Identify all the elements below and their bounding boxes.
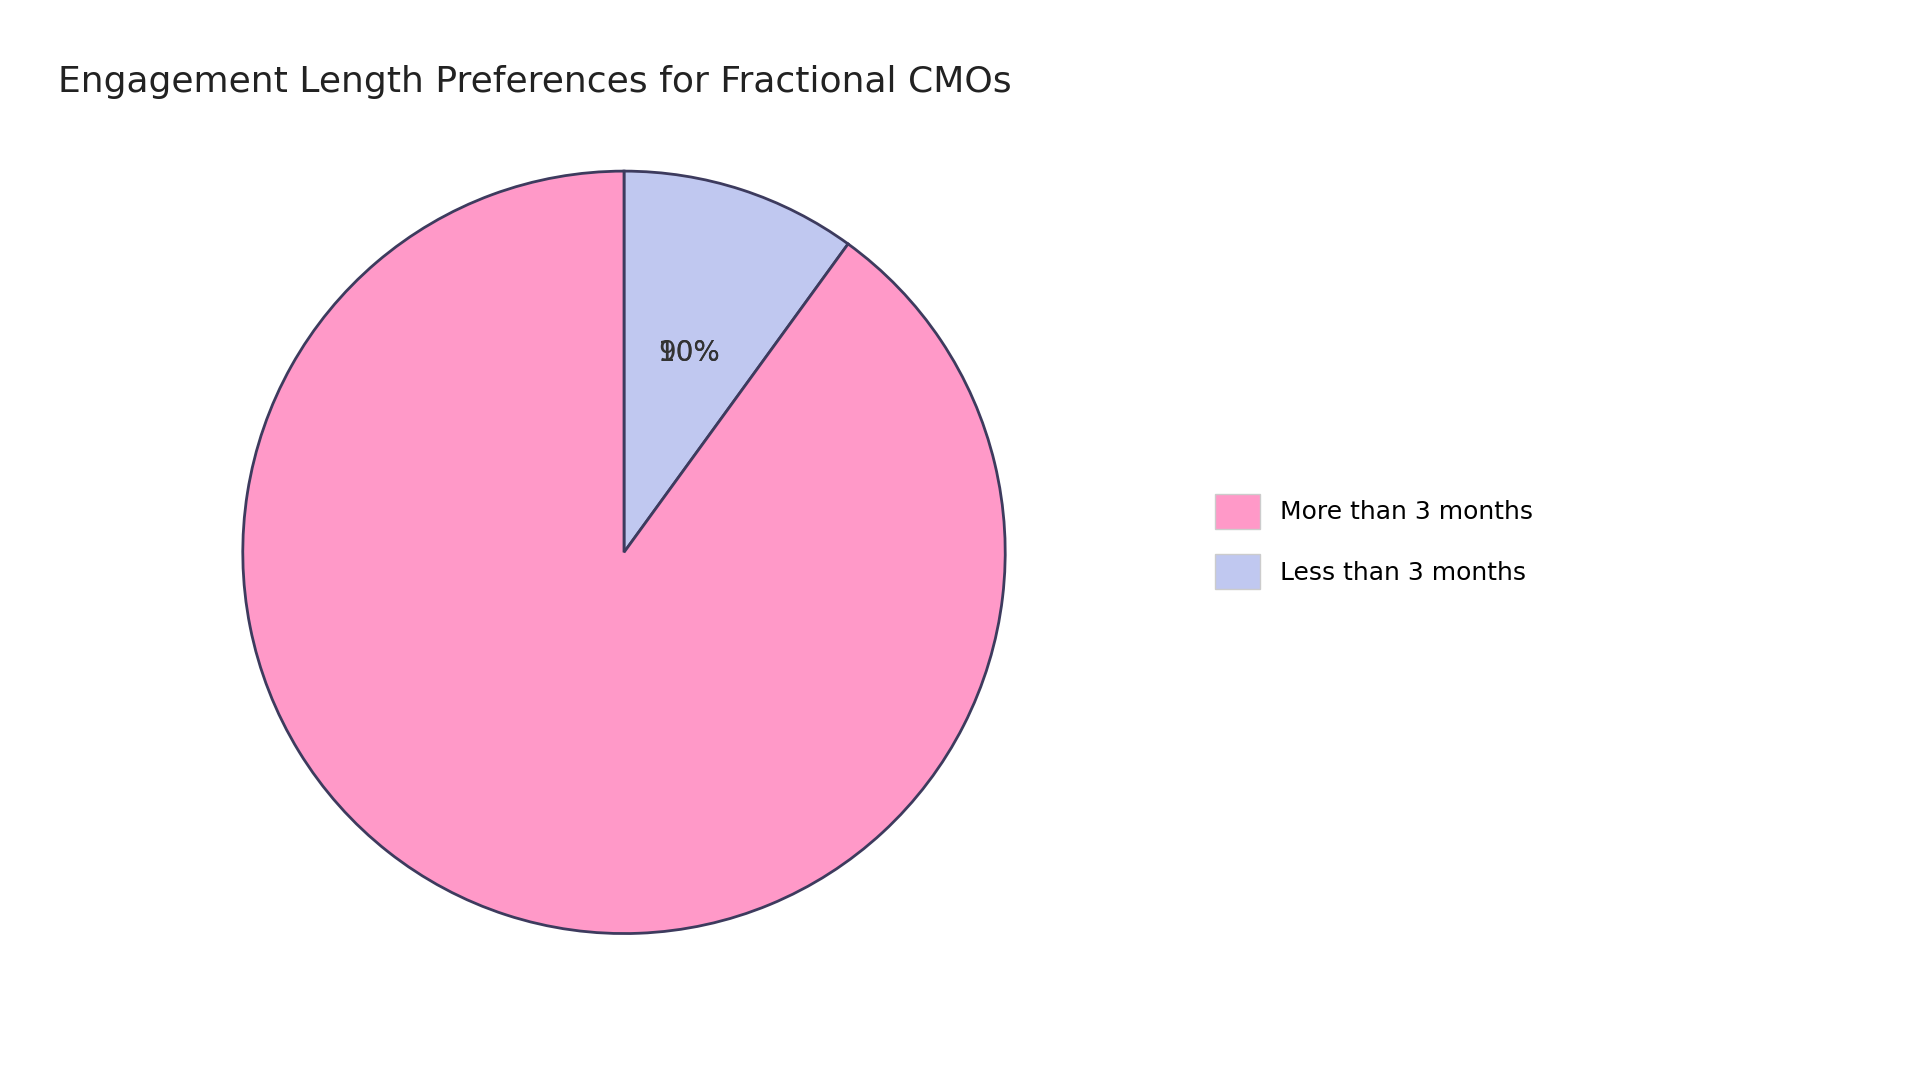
Text: 10%: 10%: [659, 339, 720, 367]
Wedge shape: [624, 171, 849, 552]
Wedge shape: [242, 171, 1006, 934]
Text: 90%: 90%: [659, 339, 720, 367]
Legend: More than 3 months, Less than 3 months: More than 3 months, Less than 3 months: [1204, 481, 1546, 602]
Text: Engagement Length Preferences for Fractional CMOs: Engagement Length Preferences for Fracti…: [58, 65, 1012, 99]
